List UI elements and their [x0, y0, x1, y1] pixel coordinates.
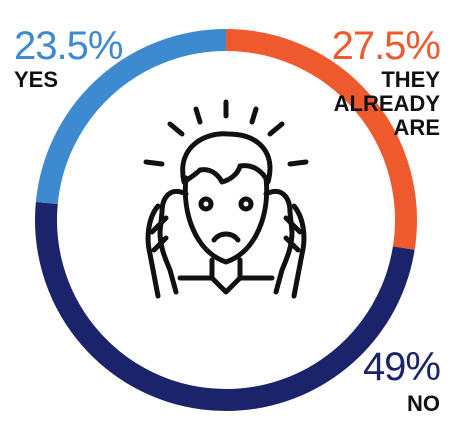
no-label: NO: [407, 391, 440, 416]
stressed-person-icon: [143, 99, 309, 299]
they-already-are-percentage: 27.5%: [331, 24, 441, 68]
donut-slice-they-already-are: [225, 29, 417, 250]
donut-slice-no: [35, 202, 415, 411]
yes-label: YES: [14, 67, 59, 92]
donut-slice-yes: [35, 29, 227, 205]
they-already-are-label: THEY ALREADY ARE: [333, 67, 440, 140]
no-percentage: 49%: [362, 345, 441, 389]
yes-percentage: 23.5%: [14, 24, 123, 68]
donut-ring: [35, 29, 417, 411]
